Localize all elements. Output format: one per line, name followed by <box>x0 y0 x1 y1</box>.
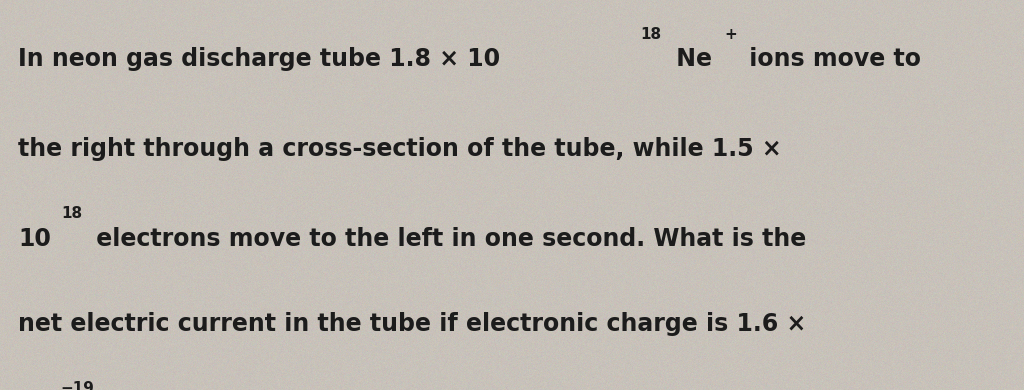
Text: 18: 18 <box>641 27 662 42</box>
Text: Ne: Ne <box>668 47 712 71</box>
Text: the right through a cross-section of the tube, while 1.5 ×: the right through a cross-section of the… <box>18 137 782 161</box>
Text: ions move to: ions move to <box>741 47 921 71</box>
Text: net electric current in the tube if electronic charge is 1.6 ×: net electric current in the tube if elec… <box>18 312 807 337</box>
Text: −19: −19 <box>60 381 95 390</box>
Text: 18: 18 <box>60 206 82 221</box>
Text: +: + <box>725 27 737 42</box>
Text: electrons move to the left in one second. What is the: electrons move to the left in one second… <box>88 227 806 251</box>
Text: 10: 10 <box>18 227 51 251</box>
Text: In neon gas discharge tube 1.8 × 10: In neon gas discharge tube 1.8 × 10 <box>18 47 501 71</box>
